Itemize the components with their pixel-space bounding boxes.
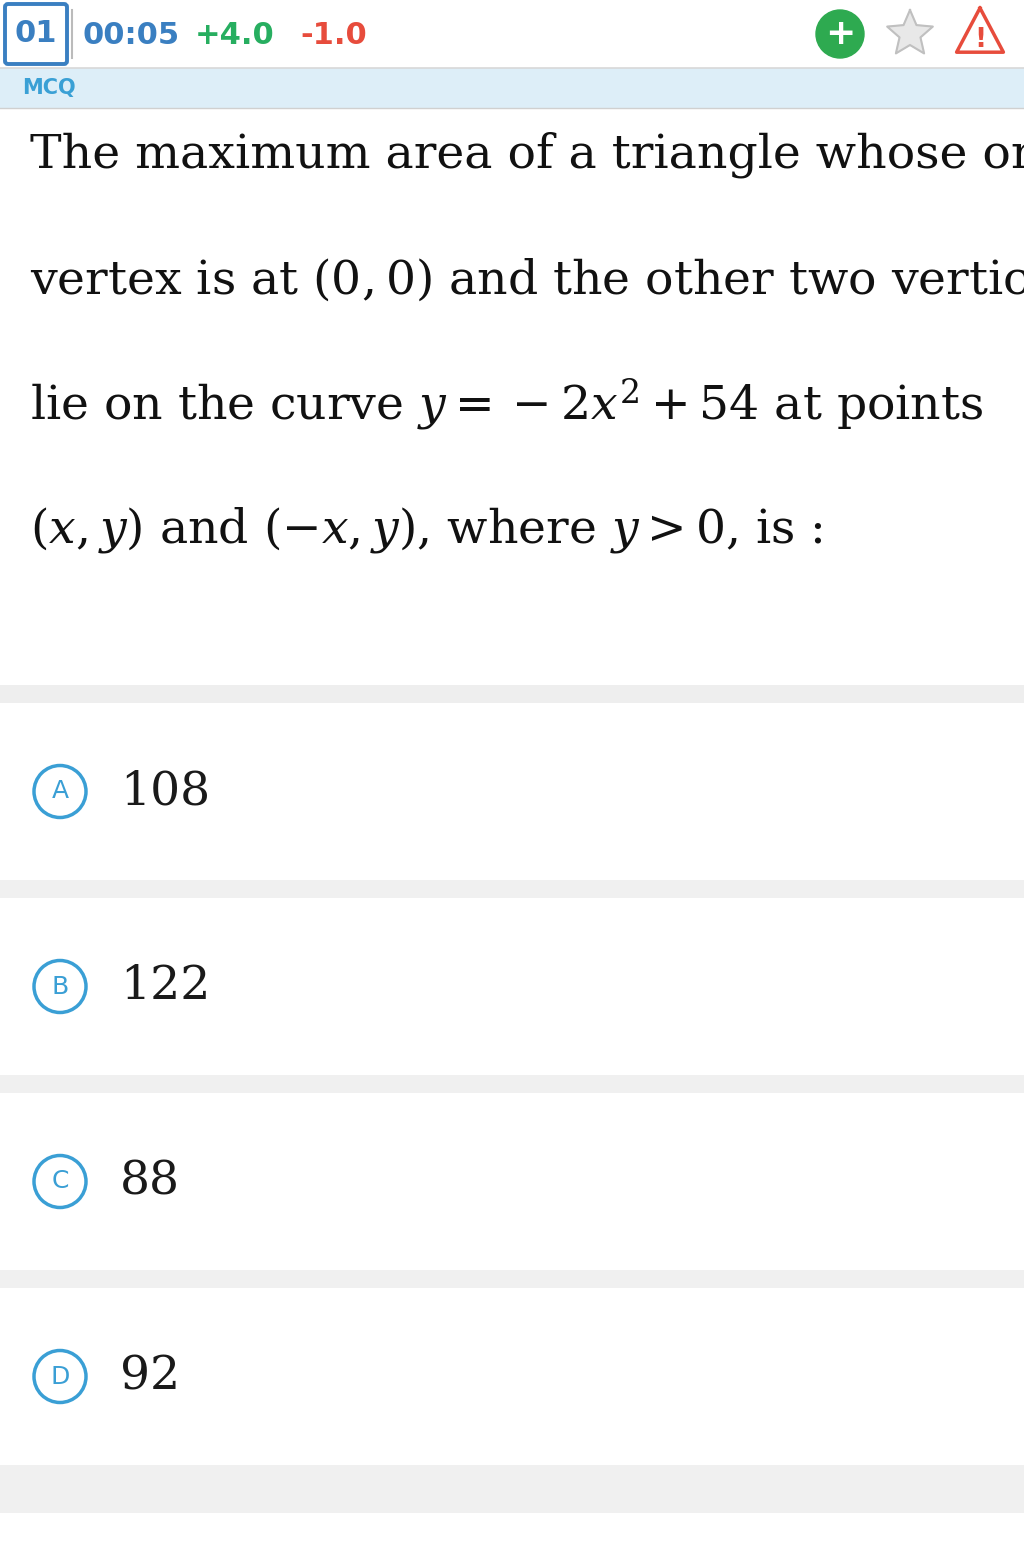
Text: 01: 01 [14,20,57,48]
Text: 122: 122 [120,963,210,1010]
Text: B: B [51,974,69,999]
Text: 92: 92 [120,1354,180,1399]
Text: +: + [824,17,855,51]
Text: -1.0: -1.0 [300,20,367,50]
FancyBboxPatch shape [0,1287,1024,1466]
Text: MCQ: MCQ [22,78,76,98]
Text: D: D [50,1365,70,1388]
Polygon shape [956,8,1004,53]
FancyBboxPatch shape [0,1075,1024,1093]
FancyBboxPatch shape [5,5,67,64]
Text: The maximum area of a triangle whose one: The maximum area of a triangle whose one [30,132,1024,178]
Text: vertex is at $(0, 0)$ and the other two vertices: vertex is at $(0, 0)$ and the other two … [30,257,1024,304]
FancyBboxPatch shape [0,686,1024,703]
Text: A: A [51,780,69,803]
FancyBboxPatch shape [0,1466,1024,1483]
FancyBboxPatch shape [0,1483,1024,1512]
Text: +4.0: +4.0 [195,20,274,50]
FancyBboxPatch shape [0,1093,1024,1270]
Text: 88: 88 [120,1159,180,1204]
FancyBboxPatch shape [0,1270,1024,1287]
Polygon shape [887,9,933,53]
Text: $(x, y)$ and $(-x, y)$, where $y > 0$, is :: $(x, y)$ and $(-x, y)$, where $y > 0$, i… [30,506,823,555]
FancyBboxPatch shape [0,898,1024,1075]
Text: 00:05: 00:05 [82,20,179,50]
FancyBboxPatch shape [0,879,1024,898]
Text: 108: 108 [120,769,210,814]
Text: !: ! [974,26,986,53]
Text: C: C [51,1169,69,1194]
FancyBboxPatch shape [0,703,1024,879]
Text: lie on the curve $y = -2x^2 + 54$ at points: lie on the curve $y = -2x^2 + 54$ at poi… [30,377,983,433]
FancyBboxPatch shape [0,68,1024,109]
Circle shape [816,9,864,57]
